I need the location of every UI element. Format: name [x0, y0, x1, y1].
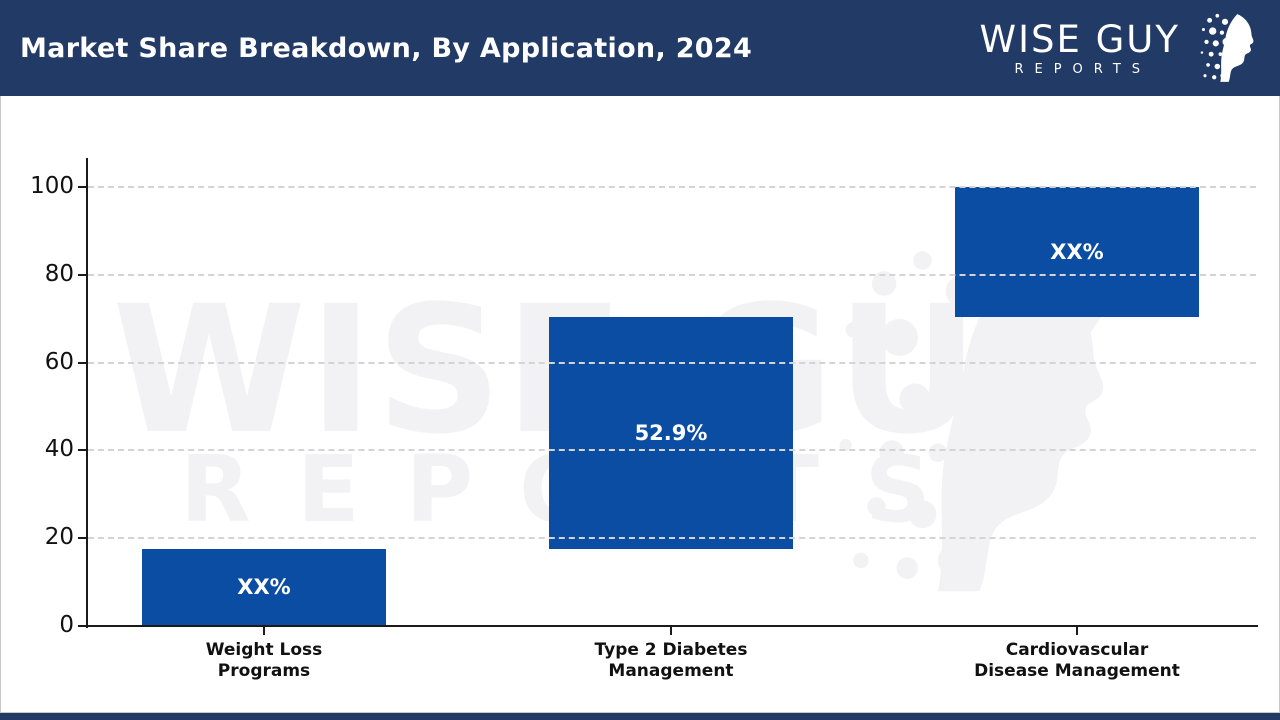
gridline	[88, 186, 1256, 188]
logo-wiseguy-label: WISE GUY	[979, 17, 1180, 61]
bar: XX%	[955, 187, 1199, 317]
footer-banner	[0, 713, 1280, 720]
gridline	[88, 537, 1256, 540]
x-tick	[670, 626, 672, 635]
bar-value-label: XX%	[237, 575, 291, 600]
logo-reports-label: REPORTS	[1014, 61, 1152, 77]
bar: XX%	[142, 548, 386, 626]
y-tick	[78, 361, 87, 364]
y-tick-label: 80	[44, 260, 74, 287]
y-tick	[78, 625, 87, 627]
y-tick-label: 40	[44, 436, 74, 463]
dotted-face-icon	[1200, 13, 1254, 82]
gridline	[88, 273, 1256, 276]
gridline	[88, 361, 1256, 364]
y-tick-label: 100	[30, 173, 74, 199]
bar: 52.9%	[549, 316, 793, 549]
x-tick	[263, 626, 265, 635]
bar-value-label: 52.9%	[634, 420, 708, 445]
page-title: Market Share Breakdown, By Application, …	[20, 32, 753, 64]
gridline	[88, 449, 1256, 452]
watermark-face-logo	[756, 222, 1166, 626]
wise-guy-reports-logo: WISE GUY REPORTS	[980, 8, 1266, 88]
y-axis-line	[86, 158, 88, 628]
x-category-label: Cardiovascular Disease Management	[974, 640, 1180, 681]
bar-value-label: XX%	[1050, 239, 1104, 264]
y-tick	[78, 186, 87, 188]
x-tick	[1076, 626, 1078, 635]
y-tick	[78, 273, 87, 276]
logo-text: WISE GUY REPORTS	[979, 17, 1180, 77]
y-tick-label: 60	[44, 348, 74, 375]
y-tick	[78, 449, 87, 452]
dotted-face-icon	[839, 251, 1104, 592]
y-tick-label: 0	[59, 612, 74, 638]
y-tick-label: 20	[44, 524, 74, 551]
x-axis-line	[86, 625, 1258, 627]
x-category-label: Type 2 Diabetes Management	[594, 640, 748, 681]
x-category-label: Weight Loss Programs	[205, 640, 323, 681]
header-banner: Market Share Breakdown, By Application, …	[0, 0, 1280, 96]
y-tick	[78, 537, 87, 540]
